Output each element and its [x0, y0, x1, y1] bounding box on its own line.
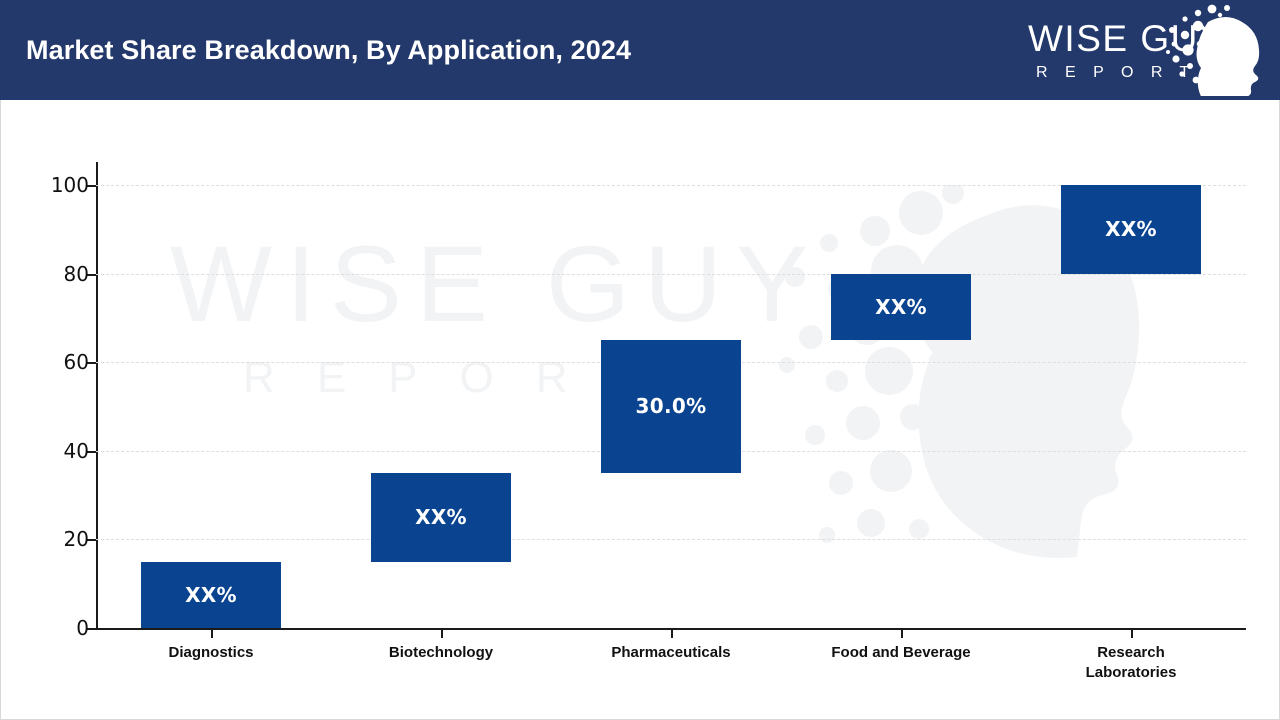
- logo-wordmark-secondary: R E P O R T S: [1036, 64, 1224, 81]
- chart-frame: WISE GUY REPORTS: [0, 100, 1280, 720]
- bar-value-label: 30.0%: [635, 394, 707, 419]
- bar-value-label: XX%: [185, 582, 237, 607]
- y-tick-label: 80: [63, 261, 89, 286]
- x-tick-mark: [211, 630, 213, 638]
- bar-pharmaceuticals[interactable]: 30.0%: [601, 340, 741, 473]
- logo-svg: WISE GUY R E P O R T S: [1028, 4, 1260, 96]
- x-tick-mark: [901, 630, 903, 638]
- y-tick-label: 40: [63, 438, 89, 463]
- x-tick-label: Biotechnology: [388, 644, 494, 661]
- x-tick-mark: [1131, 630, 1133, 638]
- x-axis-line: [87, 628, 1246, 630]
- y-tick-mark: [87, 628, 96, 630]
- wise-guy-reports-logo: WISE GUY R E P O R T S: [1022, 4, 1272, 96]
- y-tick-mark: [87, 539, 96, 542]
- page-title: Market Share Breakdown, By Application, …: [26, 34, 632, 65]
- y-tick-mark: [87, 273, 96, 276]
- gridline: [96, 185, 1246, 186]
- y-tick-label: 20: [63, 527, 89, 552]
- x-tick-label: Food and Beverage: [831, 644, 971, 661]
- y-tick-mark: [87, 185, 96, 187]
- x-tick-label: Diagnostics: [168, 644, 254, 661]
- y-axis-line: [96, 162, 98, 630]
- bar-value-label: XX%: [415, 505, 467, 530]
- page-header: Market Share Breakdown, By Application, …: [0, 0, 1280, 100]
- y-tick-label: 60: [63, 350, 89, 375]
- y-tick-mark: [87, 362, 96, 365]
- y-tick-label: 100: [50, 173, 89, 197]
- bar-food-and-beverage[interactable]: XX%: [831, 273, 971, 341]
- y-tick-mark: [87, 450, 96, 453]
- bar-value-label: XX%: [1105, 217, 1157, 242]
- chart-plot-area: 0 20 40 60 80 100 XX% XX% 30.0% XX% XX% Diagnosti…: [1, 100, 1279, 719]
- bar-biotechnology[interactable]: XX%: [371, 472, 511, 562]
- bar-diagnostics[interactable]: XX%: [141, 561, 281, 628]
- y-tick-label: 0: [76, 616, 89, 640]
- gridline: [96, 539, 1246, 541]
- x-tick-label: Research Laboratories: [1085, 644, 1177, 681]
- x-tick-mark: [441, 630, 443, 638]
- x-tick-mark: [671, 630, 673, 638]
- bar-value-label: XX%: [875, 294, 927, 319]
- x-tick-label: Pharmaceuticals: [611, 644, 731, 661]
- head-profile-dots-icon: [1166, 4, 1260, 96]
- bar-research-laboratories[interactable]: XX%: [1061, 185, 1201, 274]
- gridline: [96, 273, 1246, 275]
